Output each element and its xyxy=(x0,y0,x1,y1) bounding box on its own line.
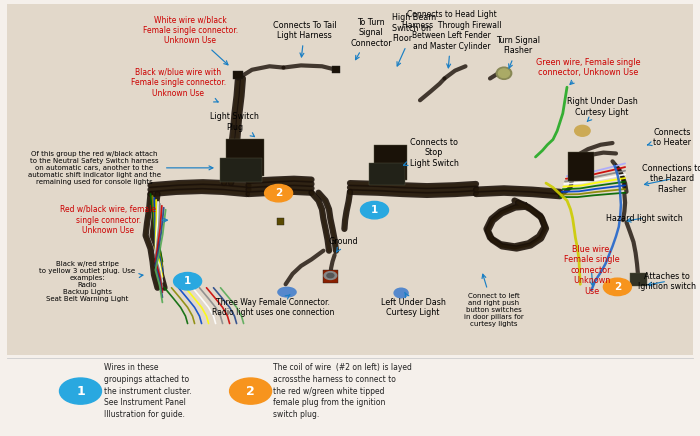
Text: Three Way Female Connector.
Radio light uses one connection: Three Way Female Connector. Radio light … xyxy=(212,295,334,317)
Text: High Beam
Switch on
Floor: High Beam Switch on Floor xyxy=(392,14,436,66)
Ellipse shape xyxy=(394,288,408,298)
Text: Turn Signal
Flasher: Turn Signal Flasher xyxy=(496,36,540,68)
Circle shape xyxy=(265,184,293,202)
FancyBboxPatch shape xyxy=(374,145,407,180)
Text: Light Switch
Plug: Light Switch Plug xyxy=(210,112,259,136)
Text: Ground: Ground xyxy=(328,238,358,252)
Text: Black w/red stripe
to yellow 3 outlet plug. Use
examples:
Radio
Backup Lights
Se: Black w/red stripe to yellow 3 outlet pl… xyxy=(39,261,143,302)
FancyBboxPatch shape xyxy=(568,152,594,181)
Ellipse shape xyxy=(327,273,334,278)
Text: Connect to left
and right push
button switches
in door pillars for
curtesy light: Connect to left and right push button sw… xyxy=(463,274,524,327)
Text: Black w/blue wire with
Female single connector.
Unknown Use: Black w/blue wire with Female single con… xyxy=(131,68,226,102)
Text: Connects
to Heater: Connects to Heater xyxy=(648,128,691,147)
Text: Right Under Dash
Curtesy Light: Right Under Dash Curtesy Light xyxy=(566,97,638,122)
Ellipse shape xyxy=(498,69,510,78)
Text: The coil of wire  (#2 on left) is layed
acrossthe harness to connect to
the red : The coil of wire (#2 on left) is layed a… xyxy=(273,363,412,419)
Text: 1: 1 xyxy=(371,205,378,215)
Text: Connections to
the Hazard
Flasher: Connections to the Hazard Flasher xyxy=(642,164,700,194)
Text: Blue wire,
Female single
connector.
Unknown
Use: Blue wire, Female single connector. Unkn… xyxy=(564,245,620,296)
FancyBboxPatch shape xyxy=(276,218,284,225)
FancyBboxPatch shape xyxy=(220,158,262,182)
Circle shape xyxy=(60,378,102,404)
Text: Connects To Tail
Light Harness: Connects To Tail Light Harness xyxy=(273,21,336,57)
Ellipse shape xyxy=(278,287,296,297)
Circle shape xyxy=(230,378,272,404)
FancyBboxPatch shape xyxy=(323,270,338,283)
Ellipse shape xyxy=(324,272,337,279)
FancyBboxPatch shape xyxy=(630,273,648,286)
Text: Red w/black wire, female
single connector.
Unknown Use: Red w/black wire, female single connecto… xyxy=(60,205,167,235)
Text: Attaches to
Ignition switch: Attaches to Ignition switch xyxy=(638,272,696,291)
FancyBboxPatch shape xyxy=(225,140,264,176)
FancyBboxPatch shape xyxy=(369,164,405,185)
Text: 2: 2 xyxy=(275,188,282,198)
Circle shape xyxy=(174,272,202,290)
Circle shape xyxy=(360,201,388,219)
Text: Wires in these
groupings attached to
the instrument cluster.
See Instrument Pane: Wires in these groupings attached to the… xyxy=(104,363,191,419)
Text: Left Under Dash
Curtesy Light: Left Under Dash Curtesy Light xyxy=(381,293,445,317)
Text: 1: 1 xyxy=(76,385,85,398)
Text: 2: 2 xyxy=(246,385,255,398)
FancyBboxPatch shape xyxy=(332,66,340,73)
Text: Of this group the red w/black attach
to the Neutral Safety Switch harness
on aut: Of this group the red w/black attach to … xyxy=(28,151,213,185)
Text: 1: 1 xyxy=(184,276,191,286)
Circle shape xyxy=(603,278,631,296)
Text: 2: 2 xyxy=(614,282,621,292)
Text: Connects to Head Light
Harness  Through Firewall
Between Left Fender
and Master : Connects to Head Light Harness Through F… xyxy=(402,10,501,68)
Text: White wire w/black
Female single connector.
Unknown Use: White wire w/black Female single connect… xyxy=(143,16,238,65)
FancyBboxPatch shape xyxy=(7,4,693,355)
FancyBboxPatch shape xyxy=(233,71,243,79)
Text: Connects to
Stop
Light Switch: Connects to Stop Light Switch xyxy=(404,138,458,167)
Ellipse shape xyxy=(575,126,590,136)
Text: To Turn
Signal
Connector: To Turn Signal Connector xyxy=(350,18,392,60)
Text: Hazard light switch: Hazard light switch xyxy=(606,214,682,222)
Ellipse shape xyxy=(496,67,512,79)
Text: Green wire, Female single
connector, Unknown Use: Green wire, Female single connector, Unk… xyxy=(536,58,640,85)
